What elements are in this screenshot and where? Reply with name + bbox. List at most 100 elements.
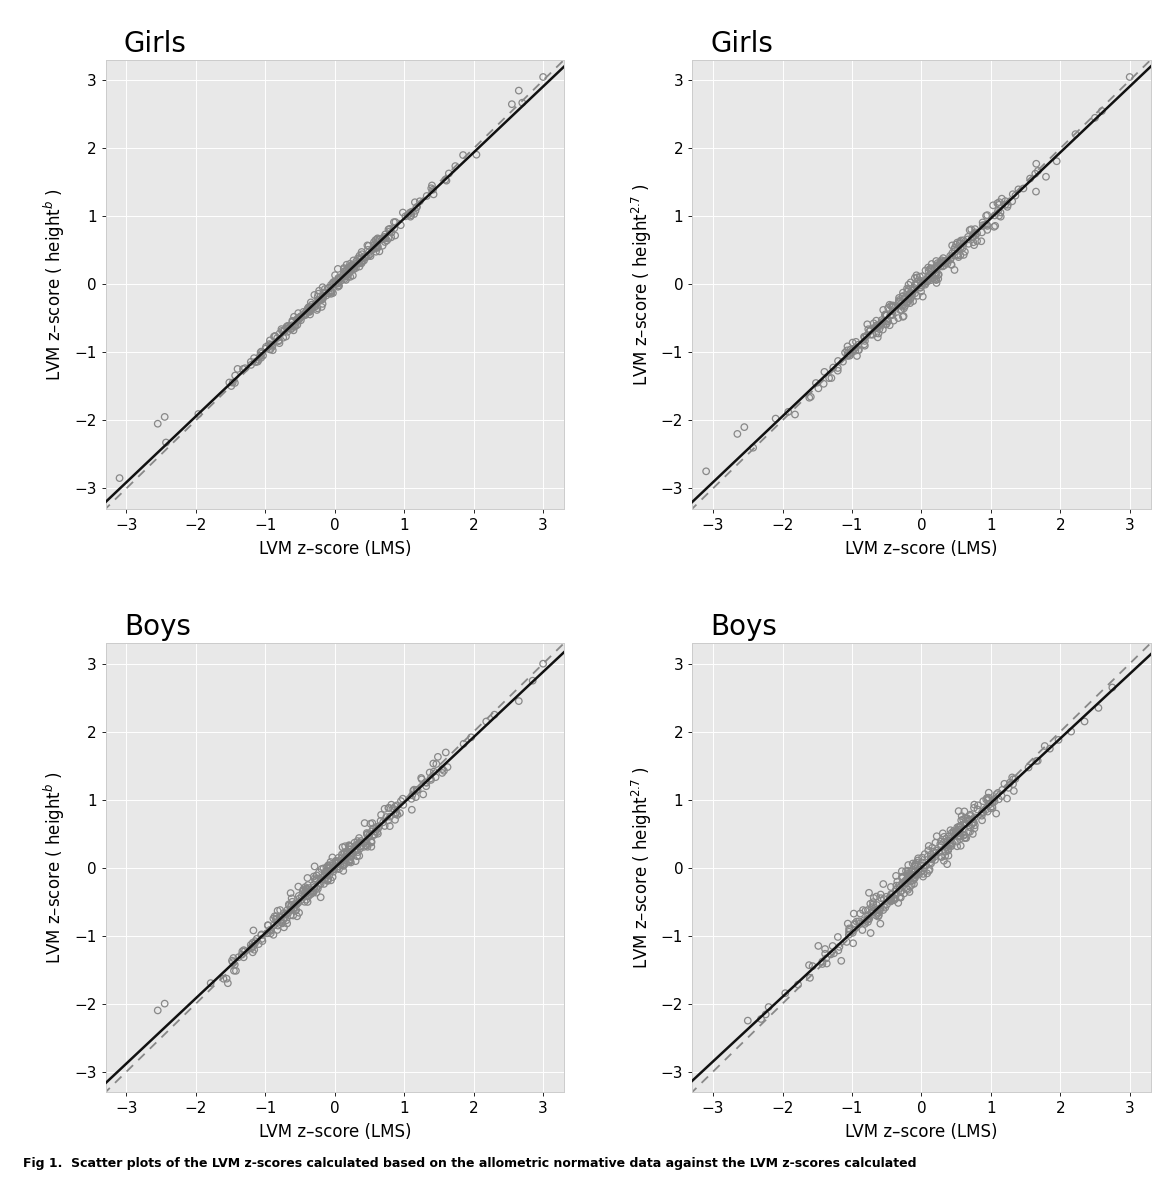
Point [340,268,359,287]
Point [225,373,244,392]
Point [329,277,348,296]
Point [943,823,962,842]
Point [297,878,316,898]
Point [925,269,944,288]
Point [972,223,991,242]
Point [926,844,945,863]
Point [266,910,285,929]
Point [824,943,843,962]
Point [927,258,946,277]
Point [257,337,276,356]
Point [1061,722,1080,742]
Point [898,292,917,311]
Point [816,944,835,964]
Point [960,806,979,826]
Point [915,272,933,292]
Point [974,792,993,811]
Point [898,280,917,299]
Point [367,822,386,841]
Point [315,859,333,878]
Point [935,256,953,275]
Point [949,827,967,846]
Point [931,834,950,853]
Point [962,818,980,838]
Point [385,810,404,829]
Point [342,838,360,857]
Point [308,878,326,898]
Point [275,904,294,923]
Point [932,251,951,270]
Point [316,870,335,889]
X-axis label: LVM z–score (LMS): LVM z–score (LMS) [845,1123,998,1141]
Point [269,331,288,350]
Point [316,863,335,882]
Point [844,340,863,359]
Point [942,834,960,853]
Point [288,310,306,329]
Point [834,352,852,371]
Point [1093,101,1112,120]
Point [343,256,362,275]
Point [1004,769,1023,788]
Point [973,803,992,822]
Point [313,287,332,306]
Point [331,856,350,875]
Point [278,322,297,341]
Point [942,821,960,840]
Point [269,916,288,935]
Point [848,912,866,931]
Point [945,238,964,257]
Point [350,246,369,265]
Point [424,185,443,204]
Point [905,869,924,888]
Point [927,827,946,846]
Point [337,853,356,872]
Point [829,352,848,371]
Point [938,830,957,850]
Point [950,821,969,840]
Point [979,788,998,808]
Point [272,913,291,932]
Point [923,848,942,868]
Point [342,853,360,872]
Point [866,316,885,335]
Point [317,858,336,877]
Point [290,308,309,328]
Point [877,312,896,331]
Point [282,900,301,919]
Point [855,328,873,347]
Point [359,246,378,265]
Point [900,871,919,890]
Point [345,257,364,276]
Point [838,346,857,365]
Point [896,871,915,890]
Point [738,1012,757,1031]
Point [883,301,902,320]
Point [232,946,251,965]
Point [223,952,242,971]
Point [951,836,970,856]
Point [382,223,400,242]
Point [877,887,896,906]
Point [869,900,888,919]
Point [337,260,356,280]
Point [268,912,286,931]
Point [249,935,268,954]
Point [905,283,924,302]
Point [987,804,1006,823]
Point [379,229,398,248]
Point [839,922,858,941]
Point [325,265,344,284]
Point [922,854,940,874]
Point [358,838,377,857]
Point [286,317,305,336]
Point [225,955,244,974]
Point [866,324,885,343]
Point [855,328,873,347]
Point [298,869,317,888]
Point [873,320,892,340]
Point [823,936,842,955]
Point [343,258,362,277]
Point [895,884,913,904]
Point [861,894,879,913]
